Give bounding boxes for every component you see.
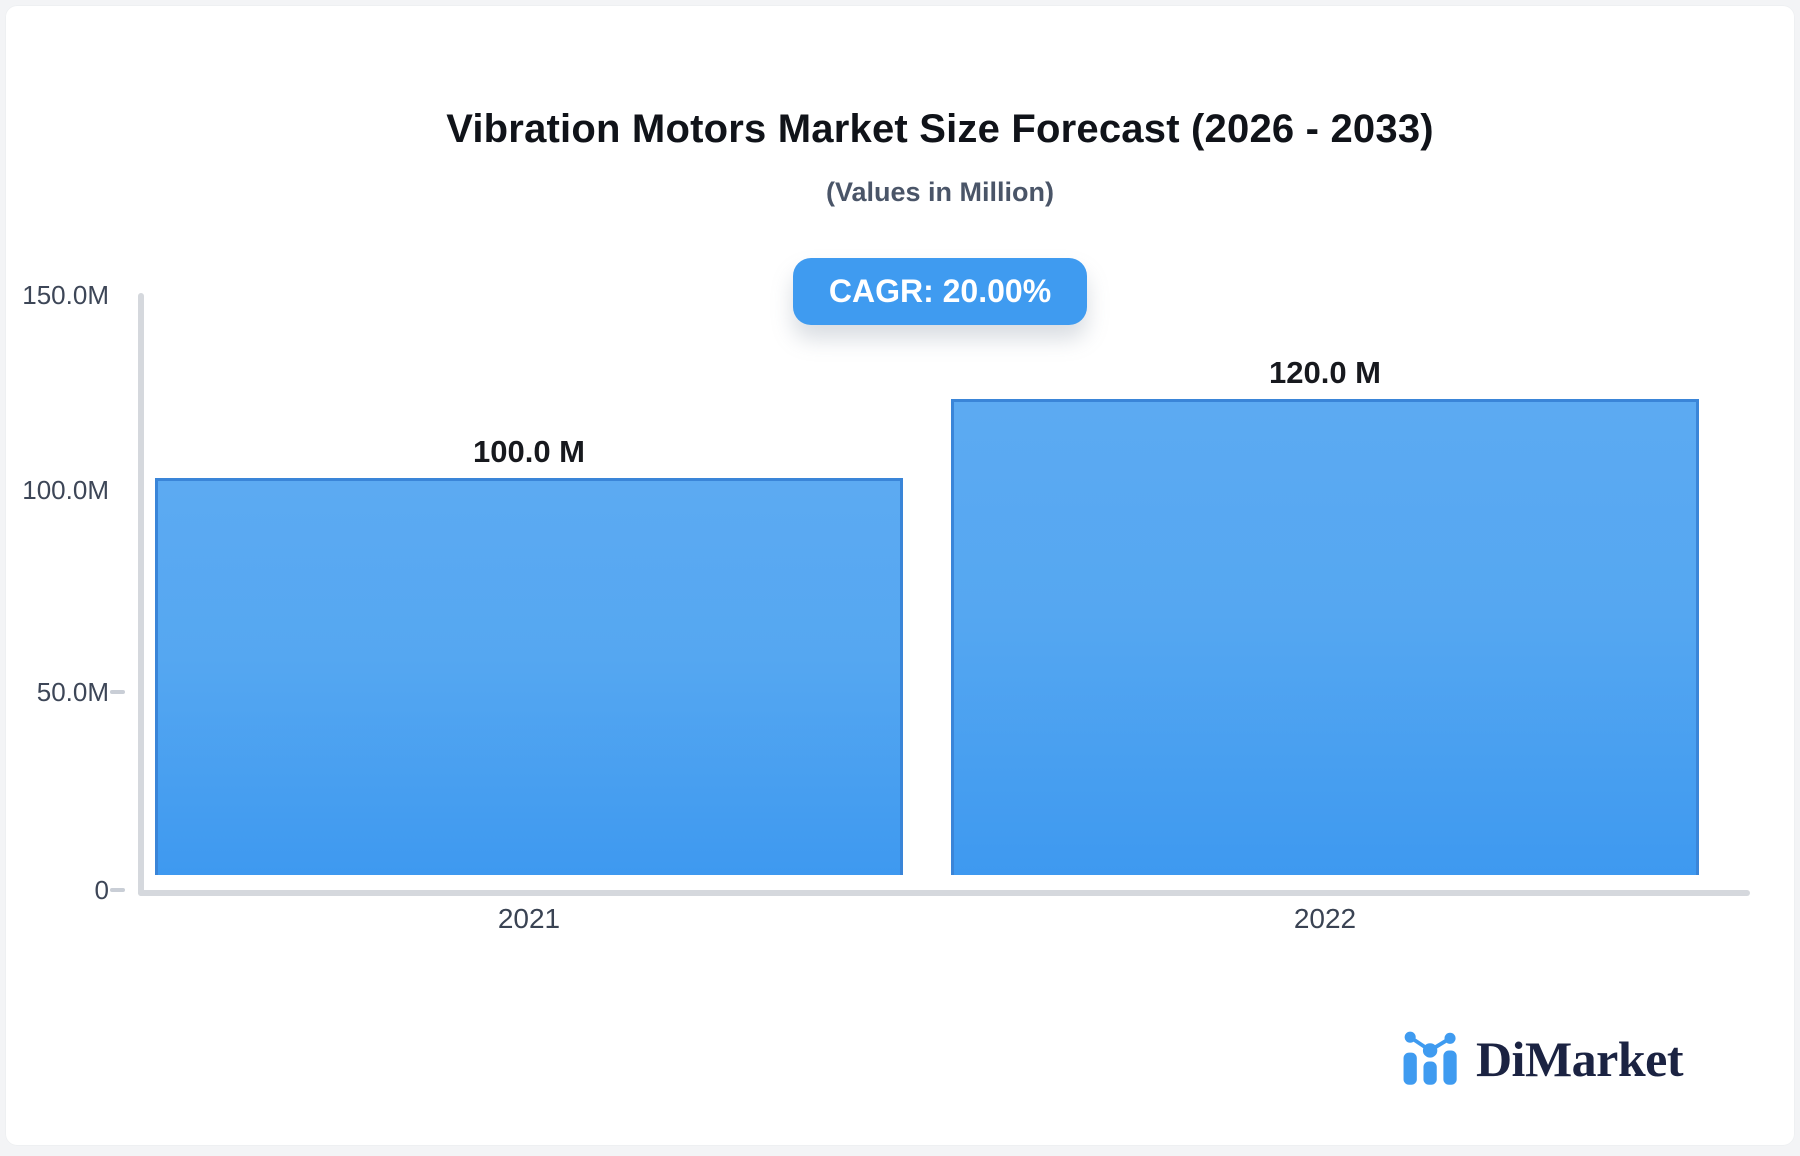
bar-value-label-2021: 100.0 M — [472, 434, 585, 469]
y-tick-label-0: 0 — [94, 875, 109, 905]
y-tick-mark-0 — [110, 888, 125, 892]
bar-value-label-2022: 120.0 M — [1268, 355, 1381, 390]
x-tick-label-2022: 2022 — [1293, 903, 1357, 934]
badge-row: CAGR: 20.00% — [145, 258, 1735, 325]
y-tick-label-100m: 100.0M — [22, 475, 109, 505]
cagr-badge: CAGR: 20.00% — [792, 258, 1088, 325]
chart-card: Vibration Motors Market Size Forecast (2… — [5, 5, 1795, 1146]
y-tick-mark-50m — [110, 690, 125, 694]
chart-title: Vibration Motors Market Size Forecast (2… — [446, 107, 1434, 151]
y-tick-label-50m: 50.0M — [36, 677, 109, 707]
brand-logo: DiMarket — [1398, 1027, 1684, 1090]
bar-chart-logo-icon — [1398, 1027, 1460, 1090]
bar-2022: 120.0 M — [951, 355, 1699, 875]
y-tick-label-150m: 150.0M — [22, 280, 109, 310]
chart-subtitle: (Values in Million) — [825, 177, 1055, 207]
bar-2021: 100.0 M — [155, 434, 903, 875]
y-axis — [138, 293, 144, 896]
x-axis — [138, 890, 1750, 896]
x-tick-label-2021: 2021 — [497, 903, 561, 934]
logo-text: DiMarket — [1475, 1030, 1684, 1087]
